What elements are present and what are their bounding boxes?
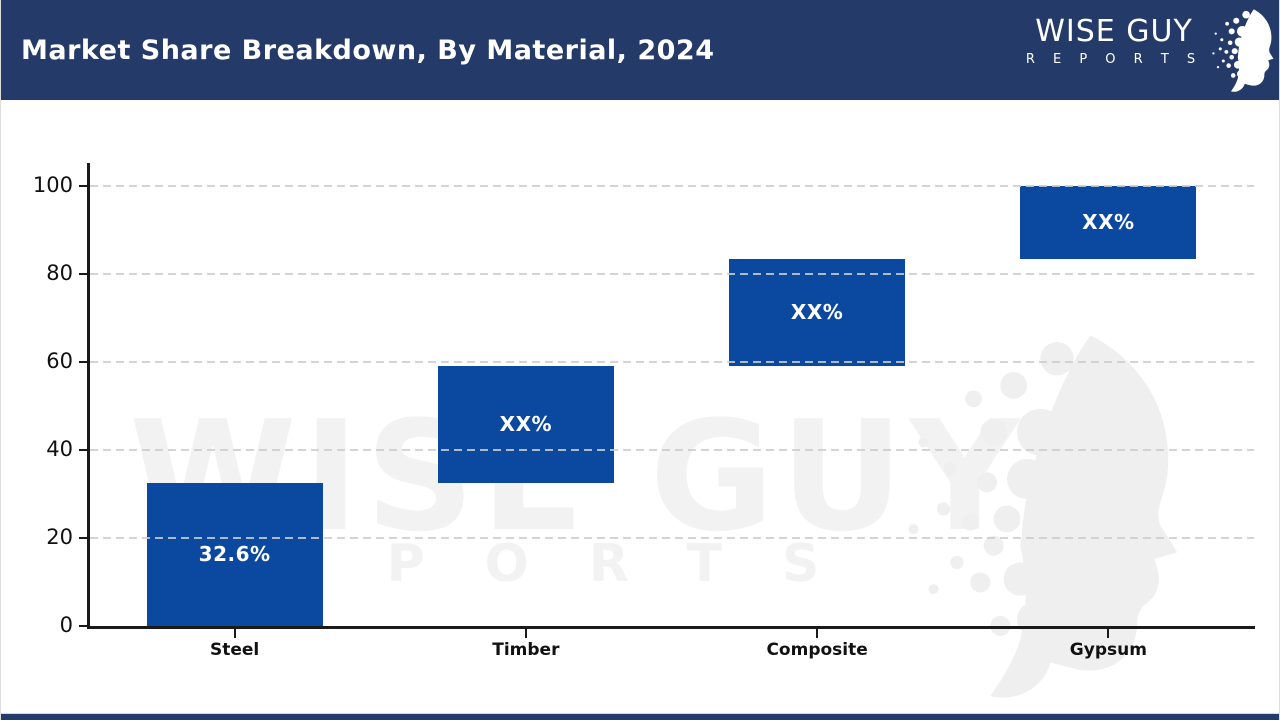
- bar-value-label: XX%: [790, 300, 844, 325]
- footer-bar: [1, 714, 1279, 720]
- x-category-label: Composite: [766, 640, 868, 660]
- bottom-border-line: [1, 713, 1279, 714]
- y-tick-40: [79, 449, 88, 451]
- bar-gypsum: XX%: [1020, 186, 1197, 259]
- gridline-y20: [90, 537, 1254, 539]
- y-tick-label: 0: [59, 613, 73, 637]
- y-tick-60: [79, 361, 88, 363]
- x-tick-composite: [816, 629, 819, 638]
- brand-logo: WISE GUY R E P O R T S: [1019, 14, 1209, 67]
- y-tick-label: 60: [46, 349, 73, 373]
- watermark-face-icon: [908, 335, 1178, 698]
- y-tick-label: 80: [46, 261, 73, 285]
- brand-subname: R E P O R T S: [1025, 52, 1203, 67]
- brand-name: WISE GUY: [1035, 14, 1193, 49]
- y-tick-label: 100: [32, 173, 73, 197]
- x-category-label: Steel: [209, 640, 260, 660]
- y-axis-line: [87, 163, 90, 629]
- y-tick-0: [79, 625, 88, 627]
- bar-timber: XX%: [437, 365, 614, 483]
- chart-plot-area: WISE GUY REPORTS 0 20 40 60 80 100 Steel Timber…: [1, 100, 1279, 714]
- bar-value-label: 32.6%: [198, 542, 271, 567]
- x-axis-line: [87, 626, 1255, 629]
- x-tick-timber: [524, 629, 527, 638]
- gridline-y100: [90, 185, 1254, 187]
- gridline-y60: [90, 361, 1254, 363]
- y-tick-100: [79, 185, 88, 187]
- brand-face-icon: [1212, 9, 1274, 92]
- x-tick-steel: [233, 629, 236, 638]
- x-category-label: Timber: [492, 640, 560, 660]
- y-tick-80: [79, 273, 88, 275]
- bar-composite: XX%: [729, 258, 906, 366]
- gridline-y40: [90, 449, 1254, 451]
- y-tick-label: 40: [46, 437, 73, 461]
- y-tick-20: [79, 537, 88, 539]
- bar-value-label: XX%: [1082, 210, 1135, 235]
- header-band: Market Share Breakdown, By Material, 202…: [1, 0, 1279, 100]
- x-tick-gypsum: [1107, 629, 1110, 638]
- bar-value-label: XX%: [499, 412, 553, 437]
- gridline-y80: [90, 273, 1254, 275]
- x-category-label: Gypsum: [1069, 640, 1147, 660]
- chart-title: Market Share Breakdown, By Material, 202…: [21, 34, 715, 66]
- bar-steel: 32.6%: [146, 482, 323, 626]
- y-tick-label: 20: [46, 525, 73, 549]
